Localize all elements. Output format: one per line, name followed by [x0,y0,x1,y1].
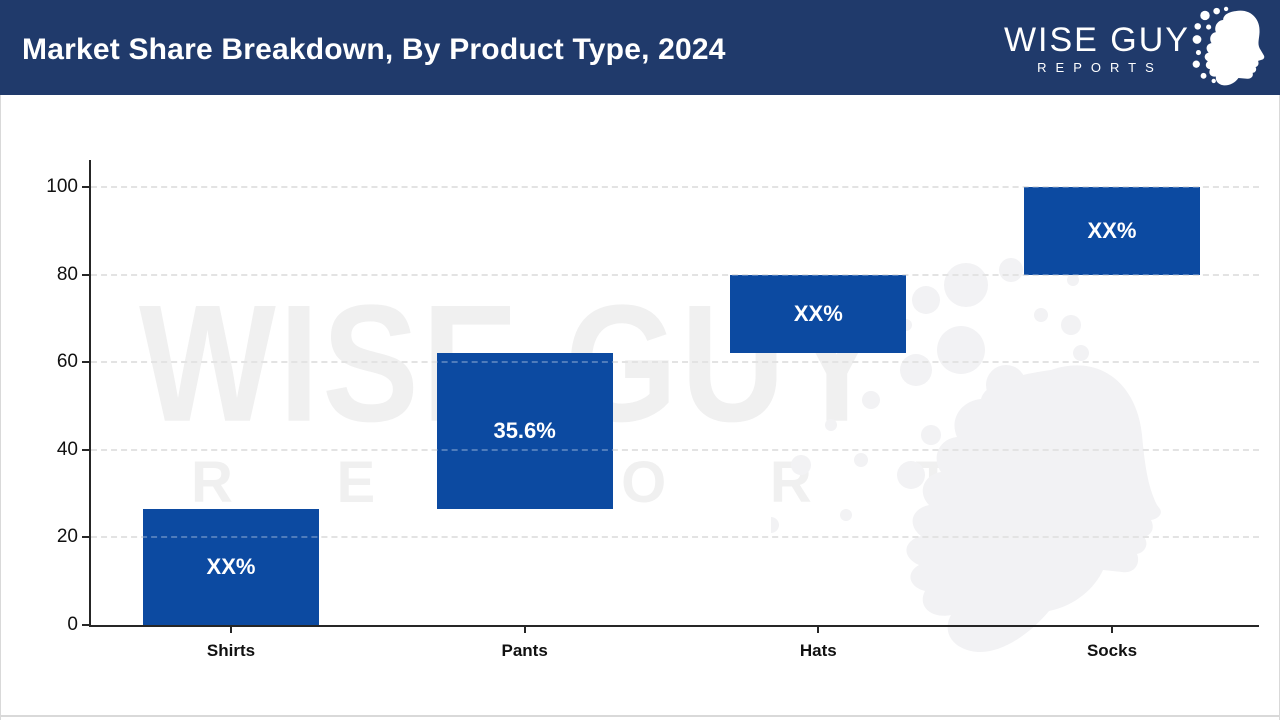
chart-title: Market Share Breakdown, By Product Type,… [22,33,726,66]
gridline-60 [91,361,1259,364]
y-tick-label-60: 60 [56,351,78,373]
logo-subtitle: REPORTS [1037,59,1163,75]
bar-segment-pants: 35.6% [436,353,613,509]
x-category-label-hats: Hats [799,641,837,660]
logo-text: WISE GUY REPORTS [1004,22,1190,75]
x-tick-hats [817,625,820,633]
y-tick-label-80: 80 [56,263,78,285]
gridline-overlay-20 [91,536,1259,539]
gridline-100 [91,186,1259,188]
x-category-label-shirts: Shirts [206,641,256,660]
y-tick-40 [82,448,91,451]
y-tick-0 [82,624,91,626]
y-tick-label-20: 20 [56,526,78,548]
y-tick-label-100: 100 [46,176,78,197]
bar-value-label: 35.6% [493,417,556,443]
x-tick-pants [523,625,526,633]
bar-segment-socks: XX% [1024,187,1200,275]
x-tick-shirts [230,625,232,633]
chart-panel: WISE GUY R E P O R T S [0,95,1280,720]
gridline-overlay-80 [91,273,1259,276]
y-axis-spine [89,160,91,627]
gridline-20 [91,536,1259,539]
y-tick-60 [82,361,91,364]
bar-segment-shirts: XX% [143,508,319,625]
gridline-40 [91,448,1259,451]
gridline-overlay-60 [91,361,1259,364]
watermark-subtitle: R E P O R T S [191,450,1140,515]
watermark-text: WISE GUY R E P O R T S [139,277,1139,516]
logo-head-icon [1192,6,1266,91]
y-tick-label-0: 0 [67,614,78,635]
gridline-80 [91,273,1259,276]
gridline-overlay-40 [91,448,1259,451]
bar-value-label: XX% [1087,217,1137,243]
bar-segment-hats: XX% [730,274,907,353]
bar-value-label: XX% [793,300,843,326]
x-category-label-socks: Socks [1086,641,1138,660]
y-tick-20 [82,536,91,539]
wise-guy-reports-logo: WISE GUY REPORTS [1004,6,1266,91]
header-bar: Market Share Breakdown, By Product Type,… [0,0,1280,95]
x-axis-spine [89,625,1259,627]
y-tick-label-40: 40 [56,438,78,460]
y-tick-80 [82,273,91,276]
x-category-label-pants: Pants [501,641,548,660]
bar-value-label: XX% [206,553,256,579]
watermark-wordmark: WISE GUY [139,270,889,457]
gridline-overlay-100 [91,186,1259,188]
panel-bottom-border [1,715,1280,717]
logo-wordmark: WISE GUY [1003,20,1190,59]
y-tick-100 [82,186,91,188]
